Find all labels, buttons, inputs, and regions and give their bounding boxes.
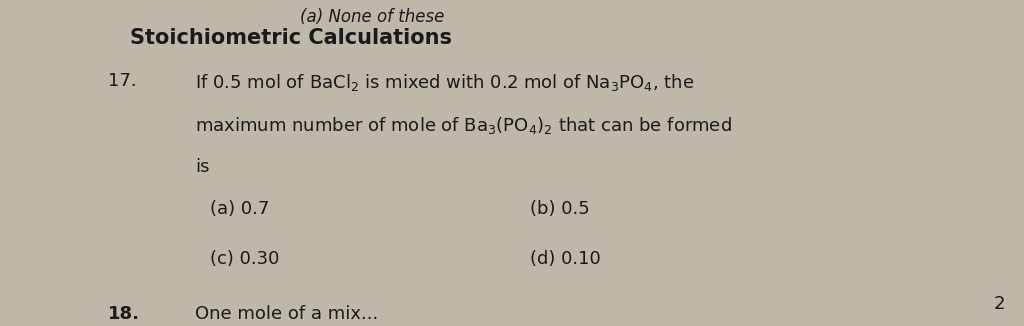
Text: (d) 0.10: (d) 0.10	[530, 250, 601, 268]
Text: One mole of a mix...: One mole of a mix...	[195, 305, 378, 323]
Text: (c) 0.30: (c) 0.30	[210, 250, 280, 268]
Text: 17.: 17.	[108, 72, 136, 90]
Text: (a) 0.7: (a) 0.7	[210, 200, 269, 218]
Text: 2: 2	[993, 295, 1005, 313]
Text: (a) None of these: (a) None of these	[300, 8, 444, 26]
Text: is: is	[195, 158, 210, 176]
Text: (b) 0.5: (b) 0.5	[530, 200, 590, 218]
Text: maximum number of mole of Ba$_3$(PO$_4$)$_2$ that can be formed: maximum number of mole of Ba$_3$(PO$_4$)…	[195, 115, 732, 136]
Text: If 0.5 mol of BaCl$_2$ is mixed with 0.2 mol of Na$_3$PO$_4$, the: If 0.5 mol of BaCl$_2$ is mixed with 0.2…	[195, 72, 694, 93]
Text: 18.: 18.	[108, 305, 140, 323]
Text: Stoichiometric Calculations: Stoichiometric Calculations	[130, 28, 452, 48]
